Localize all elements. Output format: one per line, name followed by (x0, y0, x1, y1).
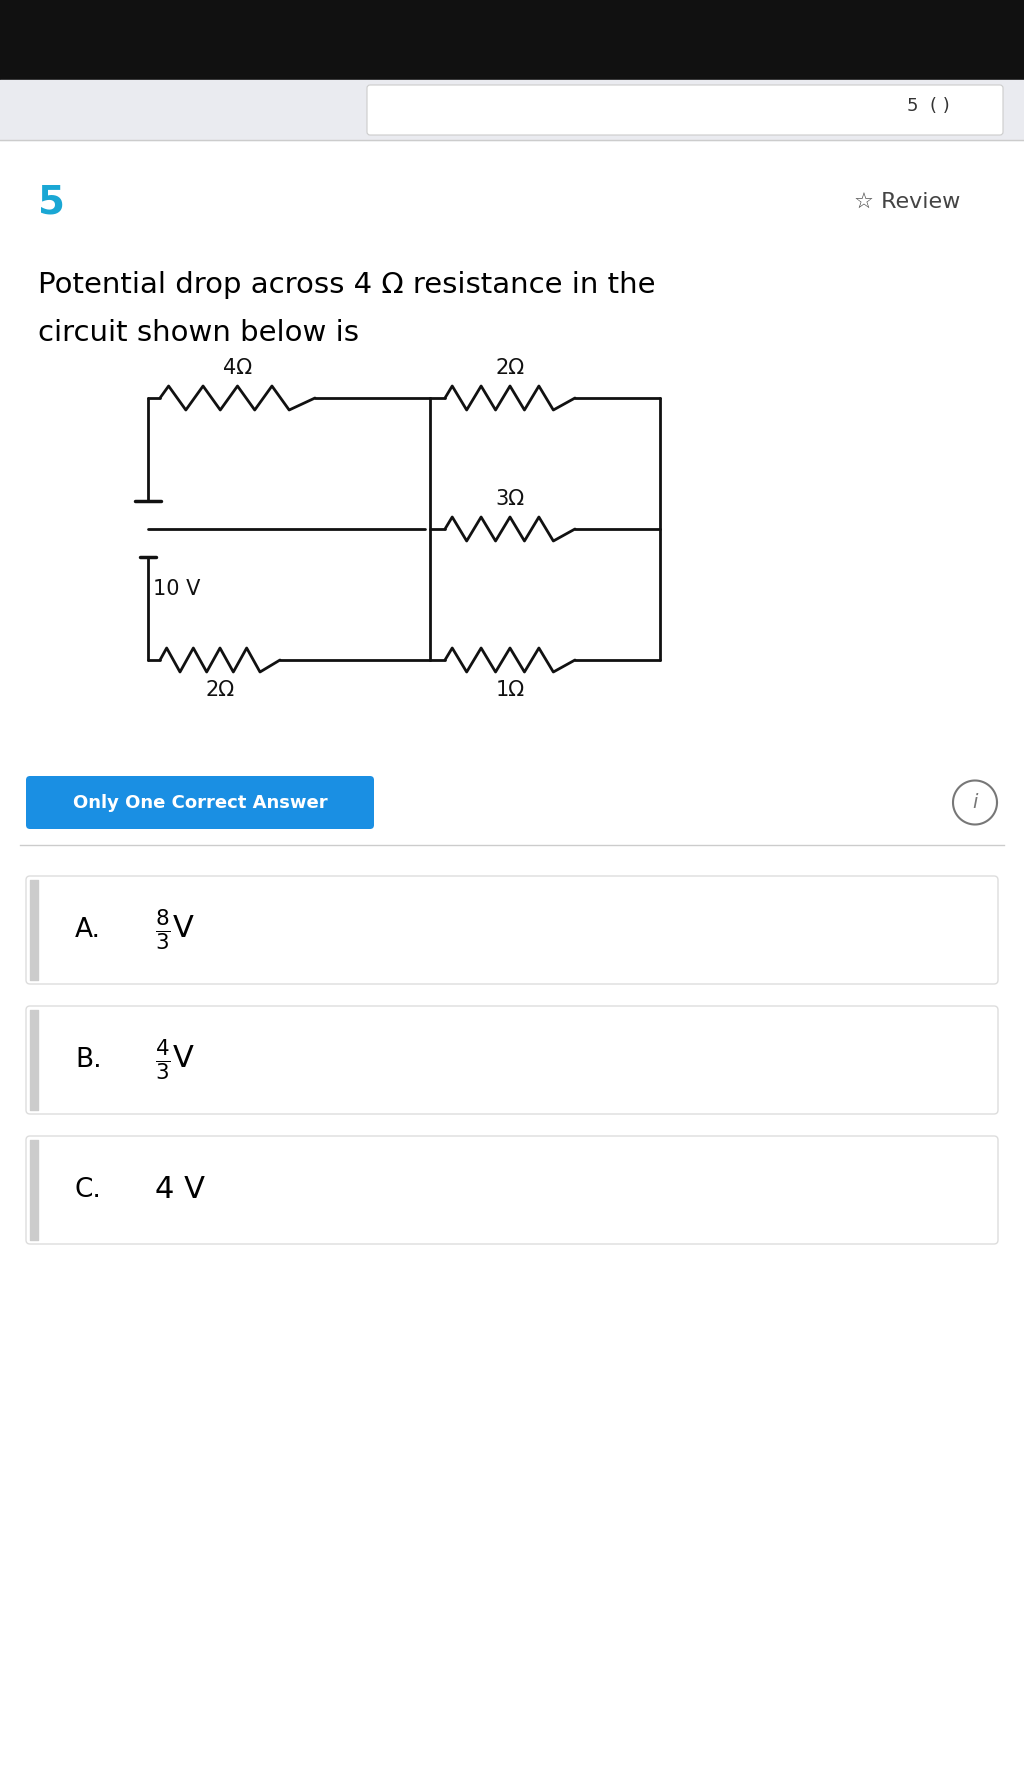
Text: Only One Correct Answer: Only One Correct Answer (73, 794, 328, 812)
Text: $\frac{8}{3}$V: $\frac{8}{3}$V (155, 907, 195, 953)
Text: 3Ω: 3Ω (496, 488, 524, 510)
FancyBboxPatch shape (26, 1135, 998, 1244)
Text: 4Ω: 4Ω (223, 358, 252, 377)
Text: B.: B. (75, 1048, 101, 1073)
Text: A.: A. (75, 917, 101, 942)
Text: 2Ω: 2Ω (496, 358, 524, 377)
FancyBboxPatch shape (26, 776, 374, 830)
Text: 2Ω: 2Ω (206, 679, 234, 699)
FancyBboxPatch shape (367, 86, 1002, 136)
Text: C.: C. (75, 1177, 101, 1203)
FancyBboxPatch shape (26, 876, 998, 983)
Text: ☆ Review: ☆ Review (854, 191, 961, 213)
Text: 10 V: 10 V (153, 579, 201, 599)
Text: 5: 5 (38, 182, 65, 222)
Text: i: i (973, 794, 978, 812)
Text: 4 V: 4 V (155, 1175, 205, 1205)
Text: Potential drop across 4 Ω resistance in the: Potential drop across 4 Ω resistance in … (38, 272, 655, 299)
Text: $\frac{4}{3}$V: $\frac{4}{3}$V (155, 1037, 195, 1084)
Text: 1Ω: 1Ω (496, 679, 524, 699)
FancyBboxPatch shape (26, 1007, 998, 1114)
Text: circuit shown below is: circuit shown below is (38, 318, 359, 347)
Text: 5  ( ): 5 ( ) (907, 97, 950, 114)
